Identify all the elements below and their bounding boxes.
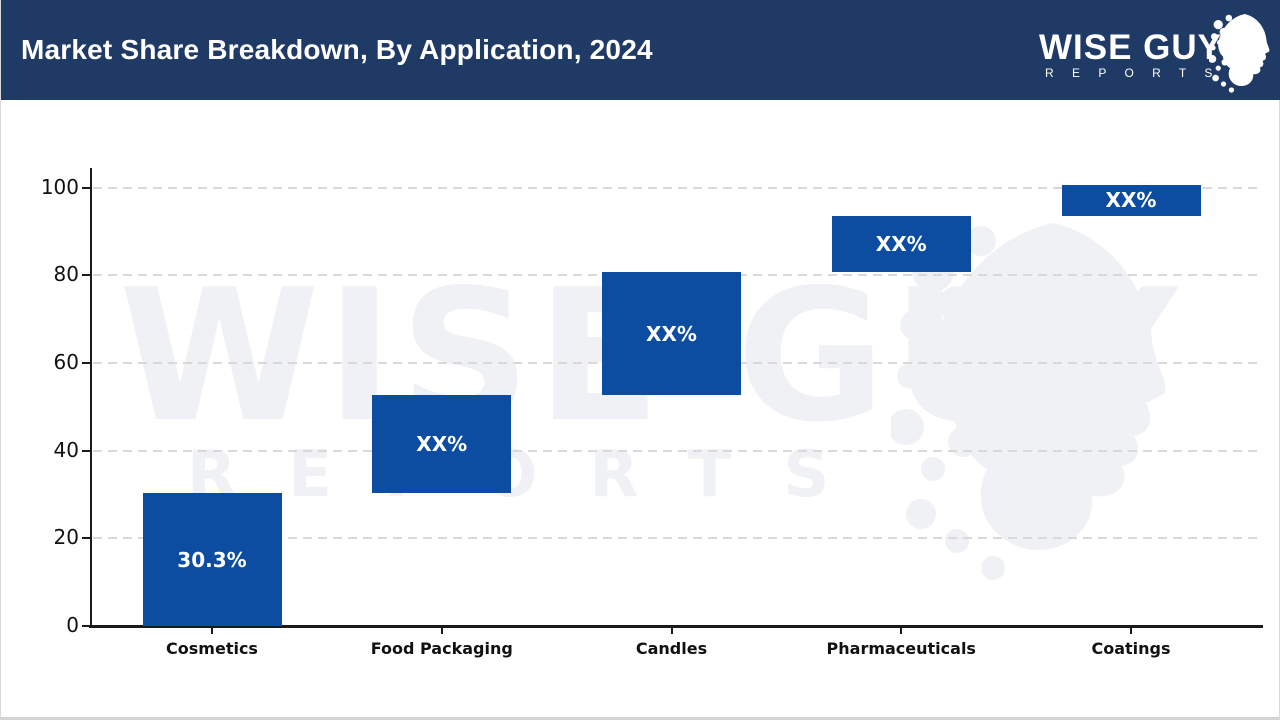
y-tick-label-0: 0 — [66, 613, 79, 637]
x-axis-label-food-packaging: Food Packaging — [370, 639, 513, 658]
y-tick-label-40: 40 — [53, 437, 79, 462]
bar-pharmaceuticals: XX% — [831, 215, 971, 272]
page-title: Market Share Breakdown, By Application, … — [21, 34, 653, 65]
waterfall-chart: 0 20 40 60 80 100 30.3% Cosmetics XX% Food Packag… — [1, 100, 1280, 717]
bar-value-label: XX% — [416, 432, 468, 457]
bar-coatings: XX% — [1061, 185, 1201, 216]
x-axis-label-candles: Candles — [635, 639, 708, 658]
y-tick-label-20: 20 — [53, 525, 79, 550]
x-axis-label-cosmetics: Cosmetics — [166, 639, 258, 658]
y-axis-line — [90, 168, 92, 627]
x-axis-line — [89, 625, 1263, 628]
x-tick-mark-3 — [670, 628, 673, 634]
bar-value-label: XX% — [1105, 188, 1157, 213]
y-tick-mark-100 — [82, 186, 90, 189]
brand-logo-primary-text: WISE GUY — [1039, 28, 1223, 67]
y-tick-mark-40 — [82, 449, 90, 452]
y-tick-label-60: 60 — [53, 349, 79, 374]
y-tick-label-100: 100 — [40, 174, 79, 199]
y-tick-label-80: 80 — [53, 262, 79, 287]
brand-logo-secondary-text: R E P O R T S — [1045, 66, 1220, 80]
brand-logo: WISE GUY R E P O R T S — [1011, 6, 1271, 96]
x-tick-mark-5 — [1130, 628, 1132, 634]
x-tick-mark-2 — [440, 628, 443, 634]
gridline-40 — [93, 449, 1259, 452]
y-tick-mark-80 — [82, 274, 90, 277]
bar-candles: XX% — [602, 271, 741, 396]
bar-value-label: XX% — [646, 321, 697, 346]
header-bar: Market Share Breakdown, By Application, … — [1, 0, 1280, 100]
y-tick-mark-20 — [82, 537, 90, 540]
gridline-20 — [93, 537, 1259, 540]
gridline-100 — [93, 186, 1259, 189]
bar-food-packaging: XX% — [372, 395, 512, 494]
x-axis-label-pharmaceuticals: Pharmaceuticals — [826, 639, 976, 658]
brand-face-icon — [1209, 14, 1270, 93]
bar-value-label: XX% — [875, 231, 927, 256]
bar-cosmetics: 30.3% — [142, 493, 282, 626]
y-tick-mark-0 — [82, 625, 90, 627]
x-axis-label-coatings: Coatings — [1091, 639, 1171, 658]
x-tick-mark-4 — [900, 628, 903, 634]
x-tick-mark-1 — [211, 628, 213, 634]
bar-value-label: 30.3% — [177, 547, 247, 572]
y-tick-mark-60 — [82, 361, 90, 364]
